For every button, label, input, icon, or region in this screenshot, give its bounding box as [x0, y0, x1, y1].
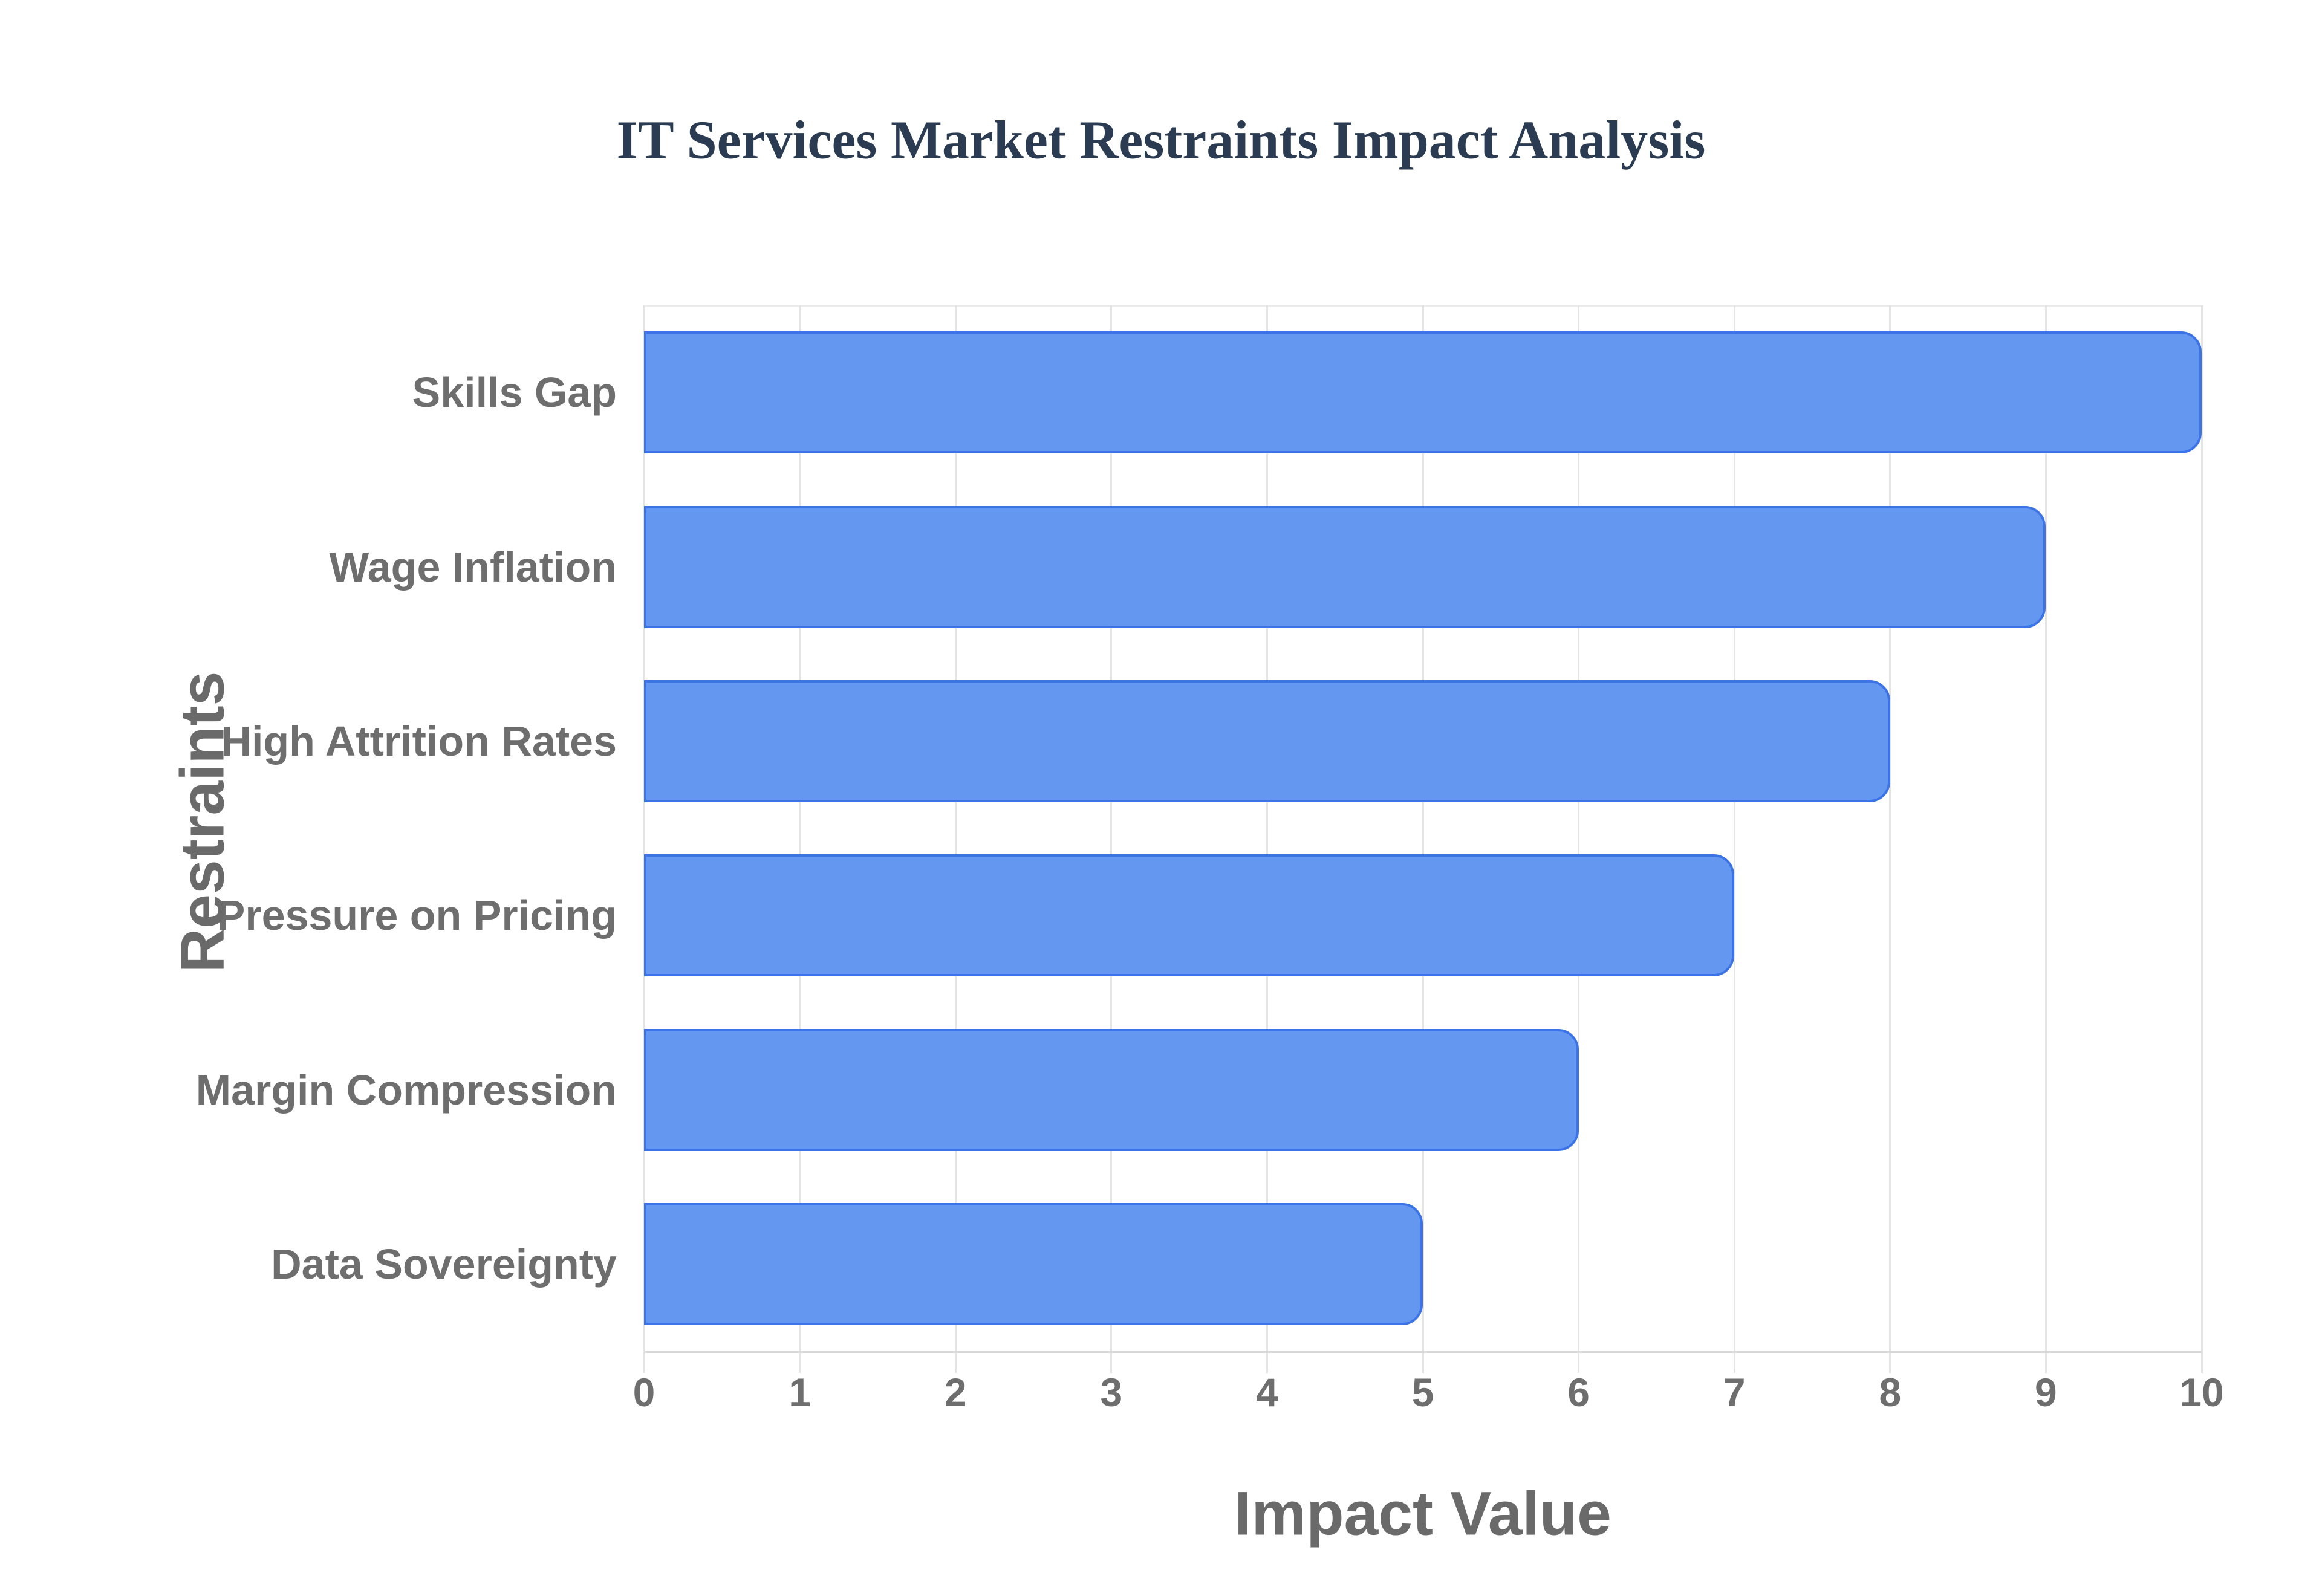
category-label-high-attrition-rates: High Attrition Rates — [221, 717, 617, 765]
gridline-x-4 — [1266, 305, 1268, 1373]
gridline-x-7 — [1733, 305, 1735, 1373]
category-label-data-sovereignty: Data Sovereignty — [271, 1240, 617, 1288]
category-label-pressure-on-pricing: Pressure on Pricing — [216, 892, 617, 939]
category-label-wage-inflation: Wage Inflation — [329, 543, 617, 591]
bar-high-attrition-rates — [644, 680, 1890, 802]
bar-skills-gap — [644, 331, 2202, 454]
x-tick-label-9: 9 — [2035, 1370, 2057, 1415]
x-tick-label-6: 6 — [1567, 1370, 1590, 1415]
gridline-x-2 — [954, 305, 957, 1373]
x-tick-label-3: 3 — [1100, 1370, 1123, 1415]
gridline-x-10 — [2200, 305, 2203, 1373]
gridline-x-1 — [799, 305, 801, 1373]
category-label-margin-compression: Margin Compression — [195, 1066, 617, 1114]
x-tick-label-4: 4 — [1256, 1370, 1278, 1415]
bar-pressure-on-pricing — [644, 854, 1735, 977]
x-tick-label-5: 5 — [1411, 1370, 1434, 1415]
x-tick-label-2: 2 — [944, 1370, 967, 1415]
gridline-x-3 — [1110, 305, 1113, 1373]
plot-area — [644, 305, 2202, 1351]
bar-data-sovereignty — [644, 1202, 1423, 1325]
x-tick-label-1: 1 — [789, 1370, 811, 1415]
bar-margin-compression — [644, 1028, 1579, 1151]
bar-wage-inflation — [644, 505, 2046, 628]
x-tick-label-0: 0 — [633, 1370, 655, 1415]
gridline-x-9 — [2044, 305, 2047, 1373]
gridline-x-5 — [1422, 305, 1424, 1373]
x-tick-label-7: 7 — [1723, 1370, 1746, 1415]
gridline-x-8 — [1889, 305, 1891, 1373]
gridline-x-0 — [643, 305, 645, 1373]
y-axis-title: Restraints — [167, 671, 237, 973]
category-label-skills-gap: Skills Gap — [412, 369, 617, 417]
x-axis-title: Impact Value — [1234, 1479, 1611, 1548]
gridline-x-6 — [1578, 305, 1580, 1373]
chart-title: IT Services Market Restraints Impact Ana… — [616, 110, 1706, 170]
x-tick-label-10: 10 — [2179, 1370, 2224, 1415]
x-tick-label-8: 8 — [1879, 1370, 1902, 1415]
x-axis-line — [644, 1351, 2202, 1353]
